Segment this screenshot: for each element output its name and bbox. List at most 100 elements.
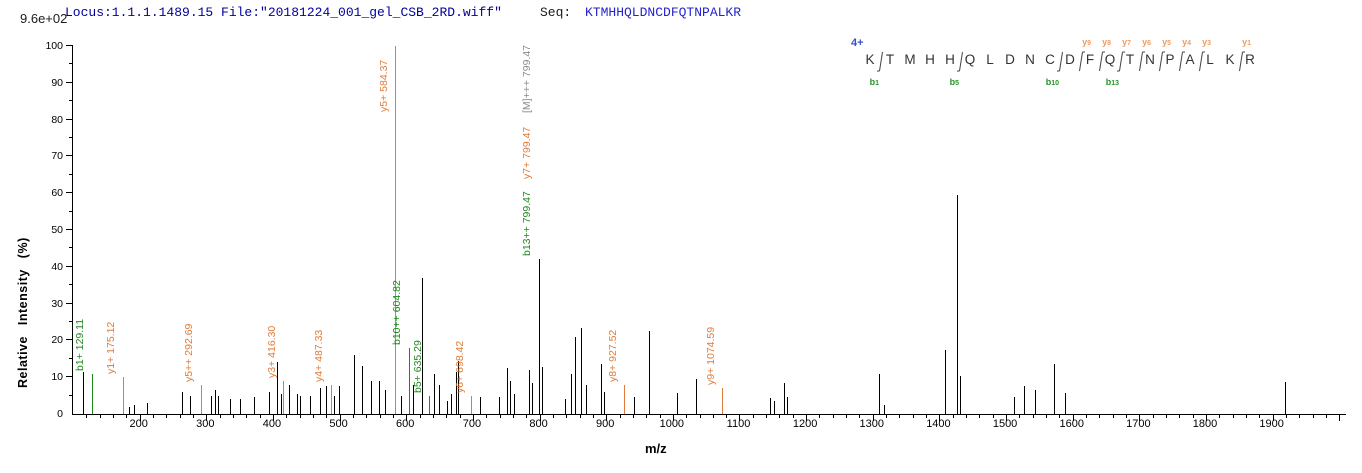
y-major-tick [66,339,73,341]
y-tick-label: 60 [51,187,63,200]
x-tick-label: 1000 [659,418,685,430]
x-major-tick [539,414,541,421]
peak [1064,393,1066,414]
x-minor-tick [432,414,434,418]
fragment-cut-mark [1239,51,1245,72]
x-minor-tick [699,414,701,418]
x-minor-tick [1326,414,1327,418]
x-major-tick [339,414,341,421]
x-minor-tick [1312,414,1314,418]
x-major-tick [406,414,408,421]
x-minor-tick [752,414,754,418]
x-axis-title: m/z [645,441,667,456]
peak [878,373,880,414]
y-minor-tick [69,247,73,249]
x-tick-label: 400 [262,418,282,430]
x-major-tick [1206,414,1208,421]
x-minor-tick [1112,414,1114,418]
peak [325,386,327,414]
y-major-tick [66,265,73,267]
x-minor-tick [459,414,461,418]
peak [83,371,85,414]
peak [1284,381,1286,414]
peak [565,398,567,414]
x-minor-tick [219,414,221,418]
peak [371,380,373,414]
residue-d-8: D [1005,52,1015,67]
residue-l-18: L [1206,52,1214,67]
x-minor-tick [646,414,648,418]
x-minor-tick [512,414,514,418]
x-tick-label: 1600 [1059,418,1084,430]
y-major-tick [66,45,73,46]
x-minor-tick [486,414,488,418]
x-minor-tick [966,414,968,418]
x-tick-label: 1700 [1126,418,1151,430]
peak [269,391,271,414]
peak [499,396,501,414]
peak [353,355,355,414]
x-minor-tick [1059,414,1061,418]
x-minor-tick [232,414,234,418]
peak-label: y9+ 1074.59 [704,327,717,386]
x-tick-label: 900 [596,418,615,430]
y-ion-marker-label: y3 [1202,37,1211,47]
x-minor-tick [299,414,301,418]
peak [211,395,213,414]
peak [633,396,635,414]
y-tick-label: 80 [51,113,63,126]
x-tick-label: 1100 [726,418,751,430]
x-minor-tick [326,414,328,418]
y-ion-marker-label: y6 [1142,37,1151,47]
x-tick-label: 600 [396,418,415,430]
x-tick-label: 1200 [792,418,818,430]
x-minor-tick [712,414,714,418]
fragment-cut-mark [877,51,883,72]
peak [695,379,697,414]
x-minor-tick [552,414,554,418]
x-major-tick [272,414,274,421]
x-minor-tick [1086,414,1088,418]
peak [529,369,531,414]
fragment-cut-mark [1057,51,1063,72]
x-major-tick [939,414,941,421]
x-minor-tick [632,414,634,418]
fragment-cut-mark [957,51,963,72]
y-minor-tick [69,210,73,212]
x-major-tick [139,414,141,421]
peak-label: y8+ 927.52 [606,329,619,382]
peak [281,393,283,414]
y-ion-marker-label: y1 [1242,37,1251,47]
x-major-tick [1139,414,1141,421]
x-minor-tick [1019,414,1021,418]
peak [439,384,441,414]
x-tick-label: 300 [196,418,215,430]
y-tick-label: 30 [51,297,63,310]
y-axis-scale-factor: 9.6e+02 [20,11,68,26]
peak-label: y4+ 487.33 [313,329,326,382]
x-minor-tick [192,414,194,418]
x-minor-tick [659,414,661,418]
peak [361,366,363,414]
b-ion-marker-label: b10 [1045,77,1059,87]
peak [147,402,149,414]
y-major-tick [66,192,73,194]
x-minor-tick [846,414,848,418]
peak [129,406,131,414]
peak-label: y5+ 584.37 [377,59,390,113]
x-minor-tick [992,414,994,418]
x-minor-tick [1179,414,1181,418]
x-minor-tick [392,414,394,418]
peak [385,390,387,414]
x-major-tick [672,414,674,421]
peak [253,397,255,414]
b-ion-marker-label: b1 [869,77,879,87]
peak [677,393,678,414]
fragment-peak [395,46,397,414]
peak [310,395,312,414]
x-minor-tick [259,414,261,418]
precursor-charge-label: 4+ [851,37,864,49]
fragment-cut-mark [1117,51,1125,72]
